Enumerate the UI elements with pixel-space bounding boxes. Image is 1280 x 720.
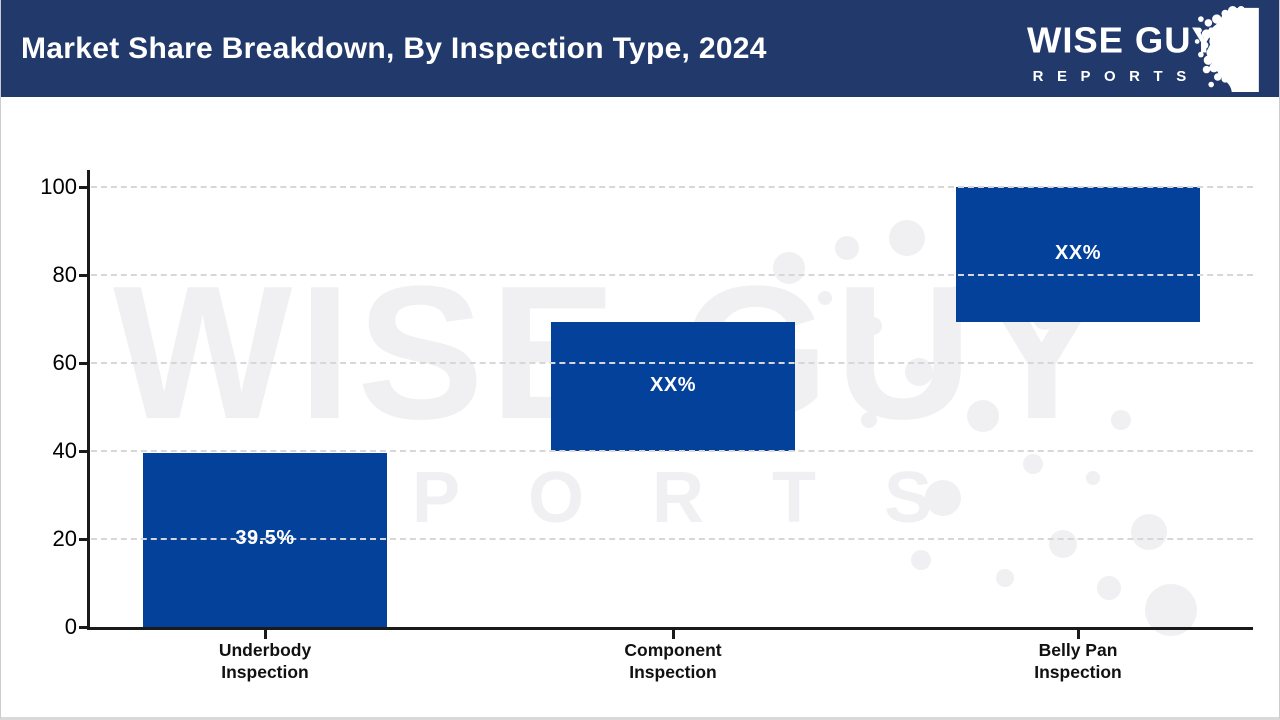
x-category-label: Belly Pan Inspection xyxy=(948,640,1208,683)
header-bar: Market Share Breakdown, By Inspection Ty… xyxy=(1,0,1279,97)
logo-wordmark: WISE GUY xyxy=(1027,19,1217,60)
x-category-label-line: Belly Pan xyxy=(1038,640,1118,660)
logo-subtext: REPORTS xyxy=(1033,67,1200,84)
y-tick-mark xyxy=(79,538,89,541)
x-category-label-line: Underbody xyxy=(218,640,312,660)
x-category-label-line: Inspection xyxy=(1034,661,1122,682)
y-tick-label: 0 xyxy=(64,614,77,639)
page-title: Market Share Breakdown, By Inspection Ty… xyxy=(21,31,767,65)
bar-value-label: XX% xyxy=(1055,241,1101,264)
wiseguy-logo: WISE GUY REPORTS xyxy=(1027,5,1259,92)
gridline-80 xyxy=(91,274,1253,276)
y-tick-label: 60 xyxy=(52,350,77,375)
x-category-label-line: Component xyxy=(624,640,722,660)
y-tick-mark xyxy=(79,362,89,365)
x-tick-mark xyxy=(1077,630,1080,639)
y-tick-label: 20 xyxy=(52,526,77,551)
gridline-40 xyxy=(91,450,1253,452)
x-category-label: Component Inspection xyxy=(543,640,803,683)
y-tick-mark xyxy=(79,274,89,277)
x-axis-spine xyxy=(87,627,1253,630)
x-category-label-line: Inspection xyxy=(221,661,309,682)
gridline-60 xyxy=(91,362,1253,364)
y-axis-spine xyxy=(87,170,90,630)
x-category-label-line: Inspection xyxy=(629,661,717,682)
y-tick-mark xyxy=(79,450,89,453)
y-tick-mark xyxy=(79,186,89,189)
y-tick-label: 100 xyxy=(40,174,77,199)
bar-value-label: XX% xyxy=(650,373,696,396)
bar-2 xyxy=(551,322,795,451)
bar-1 xyxy=(143,453,387,627)
y-tick-label: 40 xyxy=(52,438,77,463)
y-tick-mark xyxy=(79,626,89,629)
x-category-label: Underbody Inspection xyxy=(135,640,395,683)
wiseguy-face-icon xyxy=(1194,5,1259,92)
gridline-100 xyxy=(91,186,1253,188)
gridline-20 xyxy=(91,538,1253,540)
bar-value-label: 39.5% xyxy=(235,527,295,550)
x-tick-mark xyxy=(264,630,267,639)
x-tick-mark xyxy=(672,630,675,639)
y-tick-label: 80 xyxy=(52,262,77,287)
